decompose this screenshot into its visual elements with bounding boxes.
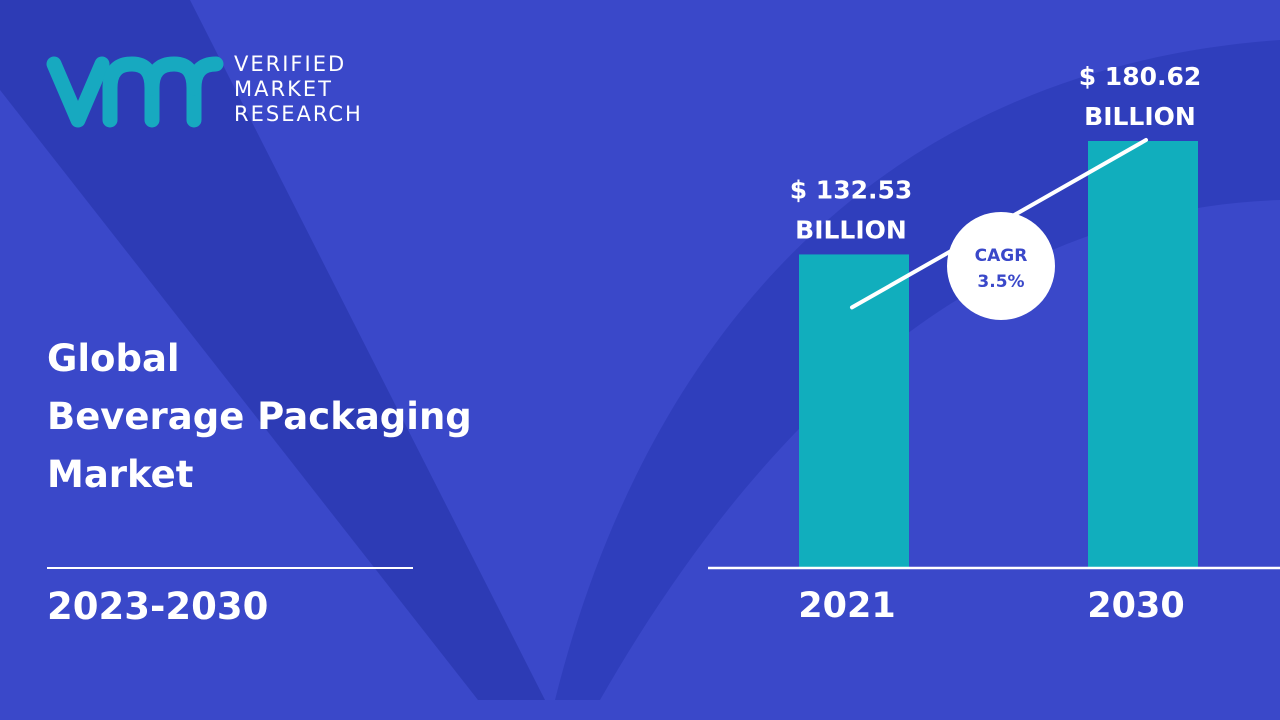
logo-line-1: VERIFIED	[234, 52, 347, 76]
bar-2021	[799, 254, 909, 568]
logo-line-3: RESEARCH	[234, 102, 363, 126]
cagr-badge: CAGR 3.5%	[947, 212, 1055, 320]
vmr-logo-mark	[46, 56, 224, 128]
logo-line-2: MARKET	[234, 77, 333, 101]
vmr-logo: VERIFIED MARKET RESEARCH	[44, 50, 404, 130]
title-line-2: Beverage Packaging	[47, 395, 472, 438]
market-title: Global Beverage Packaging Market	[47, 330, 472, 504]
title-divider	[47, 567, 413, 569]
cagr-value: 3.5%	[977, 272, 1024, 292]
value-unit-label: BILLION	[1084, 102, 1196, 131]
value-label: $ 132.53	[790, 175, 913, 204]
value-label: $ 180.62	[1079, 62, 1202, 91]
title-line-1: Global	[47, 337, 180, 380]
market-size-chart: $ 132.53 BILLION 2021 $ 180.62 BILLION 2030 C…	[708, 62, 1280, 626]
forecast-period: 2023-2030	[47, 585, 269, 628]
title-line-3: Market	[47, 453, 194, 496]
cagr-circle	[947, 212, 1055, 320]
cagr-label: CAGR	[975, 246, 1028, 266]
value-unit-label: BILLION	[795, 215, 907, 244]
category-label-2021: 2021	[798, 586, 895, 626]
bar-2030	[1088, 141, 1198, 567]
vmr-logo-text: VERIFIED MARKET RESEARCH	[234, 52, 363, 127]
category-label-2030: 2030	[1087, 586, 1184, 626]
